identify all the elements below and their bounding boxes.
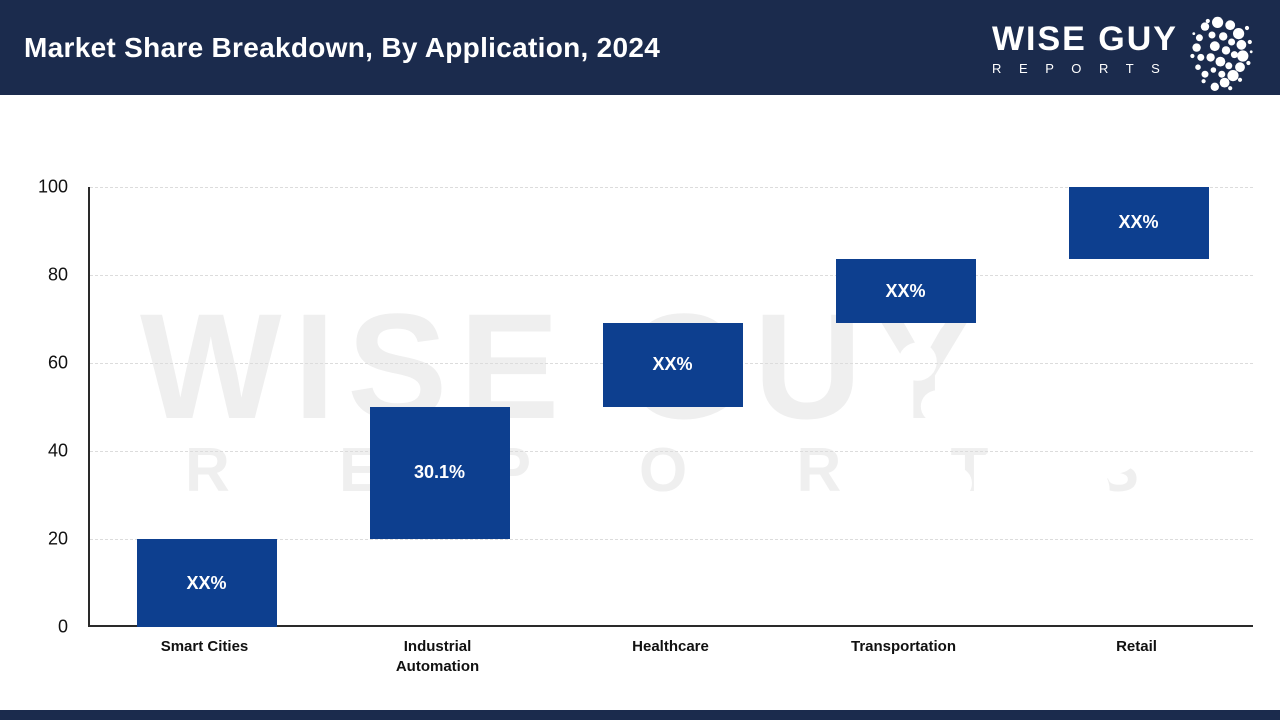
y-tick-label-0: 0 <box>57 616 68 637</box>
x-tick-text: Industrial Automation <box>395 638 480 676</box>
gridline-100 <box>90 187 1253 188</box>
x-tick-text: Transportation <box>850 638 956 655</box>
brand-row: WISE GUY <box>992 20 1178 59</box>
bar-value-label: XX% <box>652 354 693 375</box>
bar-retail: XX% <box>1068 187 1209 259</box>
bar-value-label: XX% <box>186 572 227 593</box>
x-tick-label-healthcare: Healthcare <box>554 637 787 657</box>
x-tick-label-industrial-automation: Industrial Automation <box>321 637 554 678</box>
brand-logo: WISE GUY R E P O R T S <box>991 16 1256 91</box>
x-tick-label-transportation: Transportation <box>787 637 1020 657</box>
bar-value-label: XX% <box>885 280 926 301</box>
x-tick-label-smart-cities: Smart Cities <box>88 637 321 657</box>
y-tick-label-20: 20 <box>47 528 68 549</box>
x-tick-text: Retail <box>1116 638 1157 655</box>
brand-head-dots-icon <box>1190 16 1253 91</box>
header: Market Share Breakdown, By Application, … <box>0 0 1280 95</box>
y-axis: 0 20 40 60 80 100 <box>0 177 80 637</box>
y-tick-label-40: 40 <box>47 440 68 461</box>
footer-band <box>0 710 1280 720</box>
bar-transportation: XX% <box>835 258 976 324</box>
market-share-chart: 0 20 40 60 80 100 XX% 30.1% XX% XX% XX% Smart Cit… <box>0 95 1280 710</box>
bar-industrial-automation: 30.1% <box>369 406 510 539</box>
gridline-80 <box>90 275 1253 276</box>
y-tick-label-60: 60 <box>47 352 68 373</box>
y-tick-label-80: 80 <box>47 264 68 285</box>
brand-name: WISE GUY <box>991 19 1178 58</box>
bar-smart-cities: XX% <box>136 539 277 627</box>
bar-healthcare: XX% <box>602 323 743 407</box>
x-tick-text: Healthcare <box>632 638 709 655</box>
page-title: Market Share Breakdown, By Application, … <box>24 31 661 63</box>
bar-value-label: 30.1% <box>413 462 466 483</box>
brand-subtitle: R E P O R T S <box>991 60 1167 76</box>
x-axis: Smart Cities Industrial Automation Healthc… <box>88 637 1253 697</box>
y-tick-label-100: 100 <box>37 176 68 197</box>
gridline-20 <box>90 539 1253 540</box>
gridline-40 <box>90 451 1253 452</box>
bar-value-label: XX% <box>1118 212 1159 233</box>
plot-area: XX% 30.1% XX% XX% XX% <box>88 187 1253 627</box>
x-tick-text: Smart Cities <box>160 638 249 655</box>
x-tick-label-retail: Retail <box>1020 637 1253 657</box>
